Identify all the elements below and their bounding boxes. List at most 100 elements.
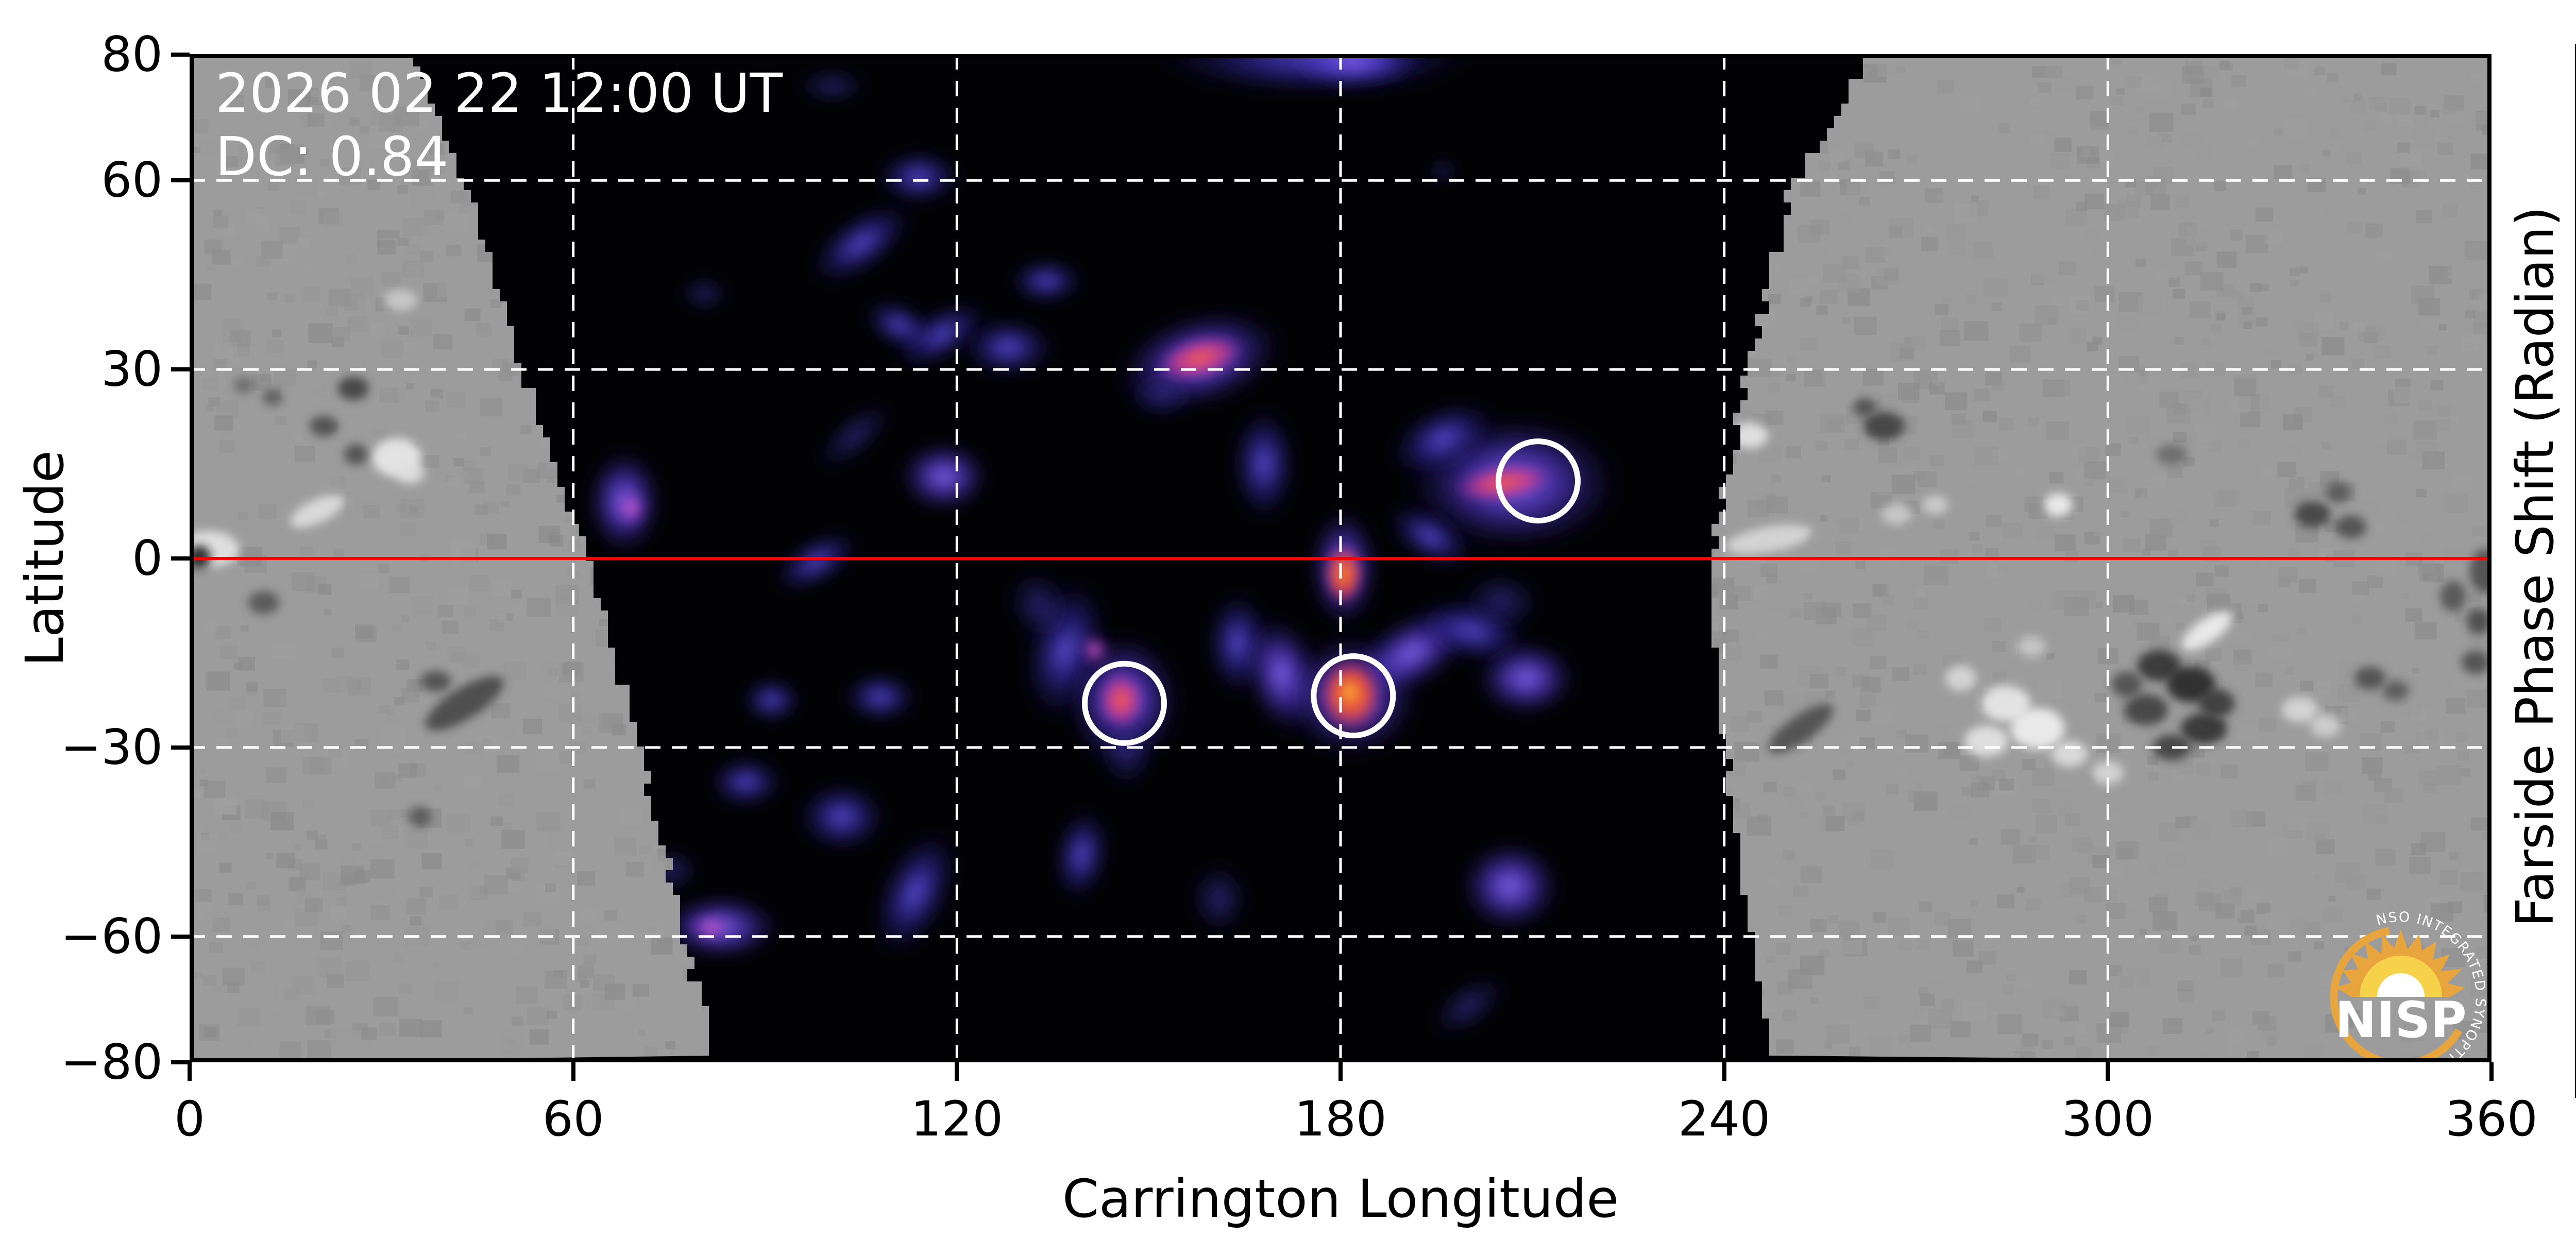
logo-nisp-text: NISP xyxy=(2335,991,2467,1049)
blob-blue xyxy=(707,756,785,808)
x-tick-label: 240 xyxy=(1677,1091,1771,1147)
y-axis-label: Latitude xyxy=(14,450,76,667)
blob-purple xyxy=(1474,639,1578,717)
blob-blue xyxy=(1008,258,1086,304)
magnetic-speckle xyxy=(1981,685,2030,722)
magnetic-speckle xyxy=(310,416,338,437)
blob-faint xyxy=(1428,973,1509,1039)
blob-blue xyxy=(1052,806,1111,903)
magnetic-speckle xyxy=(1922,496,1948,514)
x-tick-label: 60 xyxy=(542,1091,604,1147)
magnetic-speckle xyxy=(2354,666,2386,690)
x-axis-label: Carrington Longitude xyxy=(1062,1168,1619,1230)
blob-purple xyxy=(897,440,991,513)
blob-blue xyxy=(772,530,860,593)
x-tick-mark xyxy=(2489,1062,2494,1081)
magnetic-speckle xyxy=(1945,665,1976,691)
magnetic-speckle xyxy=(2382,680,2409,701)
x-tick-mark xyxy=(2106,1062,2110,1081)
annotation-datetime: 2026 02 22 12:00 UT xyxy=(215,62,783,125)
farside-colorbar xyxy=(2575,44,2576,1098)
blob-faint xyxy=(793,67,871,104)
blob-blue xyxy=(841,671,919,723)
magnetic-speckle xyxy=(2310,714,2341,737)
x-tick-mark xyxy=(571,1062,575,1081)
logo-sun-core xyxy=(2377,973,2425,997)
blob-blue xyxy=(1385,503,1475,570)
magnetic-speckle xyxy=(1768,704,1834,753)
magnetic-speckle xyxy=(2137,650,2181,681)
magnetic-speckle xyxy=(2294,501,2331,528)
y-tick-mark xyxy=(171,934,190,939)
y-tick-label: 80 xyxy=(101,26,163,83)
magnetic-speckle xyxy=(2281,697,2318,723)
magnetic-speckle xyxy=(2325,482,2351,503)
magnetic-speckle xyxy=(1964,725,2009,757)
x-tick-mark xyxy=(188,1062,192,1081)
map-annotation: 2026 02 22 12:00 UT DC: 0.84 xyxy=(215,62,783,188)
blob-blue xyxy=(1387,399,1499,479)
magnetic-speckle xyxy=(2051,741,2088,767)
blob-faint xyxy=(679,276,731,312)
magnetic-speckle xyxy=(2092,761,2124,785)
magnetic-speckle xyxy=(248,591,279,615)
magnetic-speckle xyxy=(384,290,418,311)
magnetic-speckle xyxy=(2152,734,2191,760)
magnetic-speckle xyxy=(1881,504,1912,525)
y-tick-label: 60 xyxy=(101,152,163,209)
logo-ring xyxy=(2330,927,2463,1062)
x-tick-mark xyxy=(955,1062,959,1081)
y-tick-label: −80 xyxy=(60,1034,163,1091)
x-tick-label: 180 xyxy=(1294,1091,1387,1147)
y-tick-mark xyxy=(171,367,190,372)
blob-blue xyxy=(871,827,959,958)
blob-faint xyxy=(812,399,896,472)
magnetic-speckle xyxy=(1725,524,1812,555)
blob-blue xyxy=(1230,404,1298,523)
magnetic-speckle xyxy=(2181,611,2232,651)
magnetic-speckle xyxy=(262,389,283,406)
blob-redcore xyxy=(1452,462,1555,503)
magnetic-speckle xyxy=(2461,651,2490,674)
magnetic-speckle xyxy=(2166,666,2216,703)
x-tick-mark xyxy=(1722,1062,1726,1081)
magnetic-speckle xyxy=(2469,549,2492,593)
blob-faint xyxy=(1427,158,1459,184)
blob-faint xyxy=(1004,566,1076,646)
blob-magentacore xyxy=(687,911,734,943)
blob-purple xyxy=(1458,839,1562,932)
magnetic-speckle xyxy=(420,671,451,692)
active-region-marker-circle xyxy=(1496,438,1581,524)
blob-blue xyxy=(740,677,803,724)
x-tick-label: 300 xyxy=(2061,1091,2155,1147)
blob-blue xyxy=(892,299,990,370)
magnetic-speckle xyxy=(2010,708,2065,750)
magnetic-speckle xyxy=(290,495,345,528)
axes-spines xyxy=(190,54,2492,1062)
magnetic-speckle xyxy=(233,377,255,394)
annotation-dc: DC: 0.84 xyxy=(215,125,449,188)
y-tick-label: 0 xyxy=(132,530,163,587)
blob-blue xyxy=(807,201,914,286)
blob-magentacore xyxy=(1076,632,1113,668)
y-tick-label: −60 xyxy=(60,908,163,965)
magnetic-speckle xyxy=(344,444,368,465)
magnetic-speckle xyxy=(2044,493,2073,517)
x-tick-label: 360 xyxy=(2445,1091,2538,1147)
x-tick-label: 120 xyxy=(910,1091,1004,1147)
blob-yellowcore xyxy=(1332,671,1366,713)
blob-faint xyxy=(1188,860,1250,938)
blob-magentacore xyxy=(613,487,649,529)
magnetic-speckle xyxy=(2467,608,2490,635)
y-tick-mark xyxy=(171,1060,190,1065)
magnetic-speckle xyxy=(1732,422,1768,449)
magnetic-speckle xyxy=(337,377,369,400)
magnetic-speckle xyxy=(2156,444,2188,465)
y-tick-mark xyxy=(171,52,190,57)
y-tick-mark xyxy=(171,745,190,750)
blob-redcore xyxy=(1096,670,1146,730)
magnetic-speckle xyxy=(408,806,432,827)
blob-blue xyxy=(863,298,936,352)
